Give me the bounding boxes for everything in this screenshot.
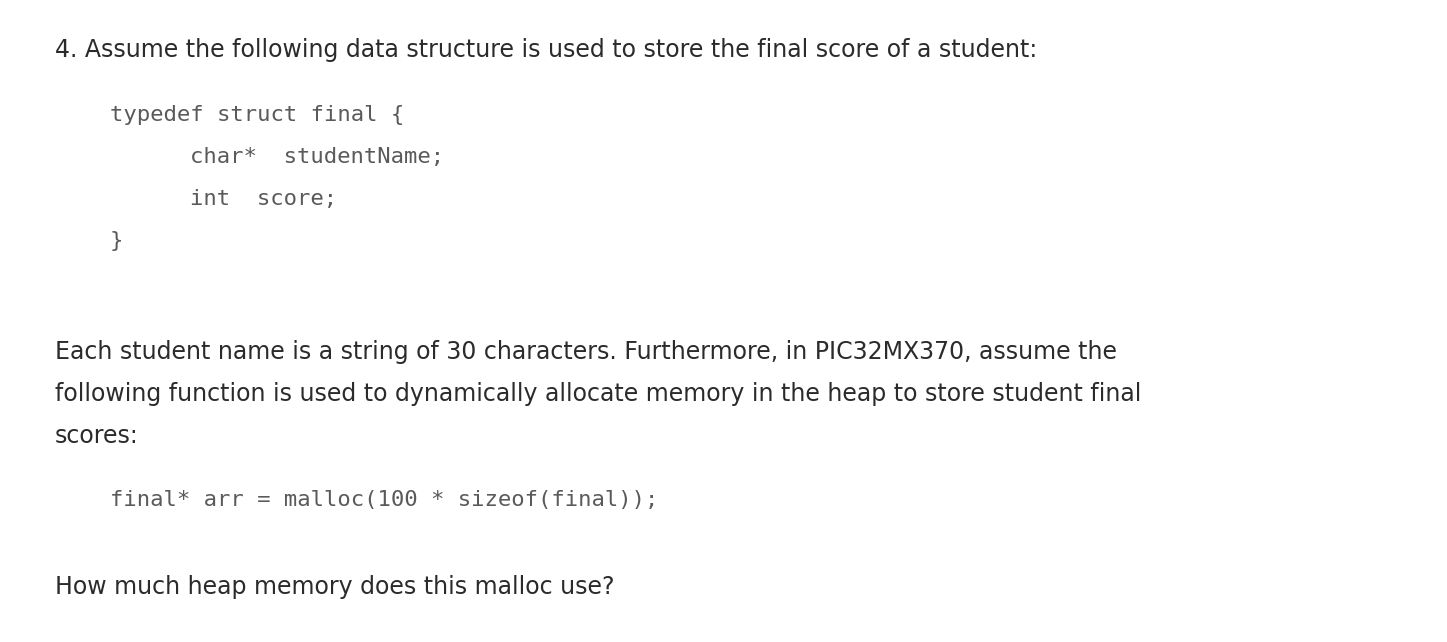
Text: typedef struct final {: typedef struct final { xyxy=(110,105,404,125)
Text: }: } xyxy=(110,231,123,251)
Text: 4. Assume the following data structure is used to store the final score of a stu: 4. Assume the following data structure i… xyxy=(55,38,1037,62)
Text: char*  studentName;: char* studentName; xyxy=(190,147,444,167)
Text: int  score;: int score; xyxy=(190,189,337,209)
Text: scores:: scores: xyxy=(55,424,139,448)
Text: How much heap memory does this malloc use?: How much heap memory does this malloc us… xyxy=(55,575,615,599)
Text: final* arr = malloc(100 * sizeof(final));: final* arr = malloc(100 * sizeof(final))… xyxy=(110,490,658,510)
Text: Each student name is a string of 30 characters. Furthermore, in PIC32MX370, assu: Each student name is a string of 30 char… xyxy=(55,340,1117,364)
Text: following function is used to dynamically allocate memory in the heap to store s: following function is used to dynamicall… xyxy=(55,382,1142,406)
